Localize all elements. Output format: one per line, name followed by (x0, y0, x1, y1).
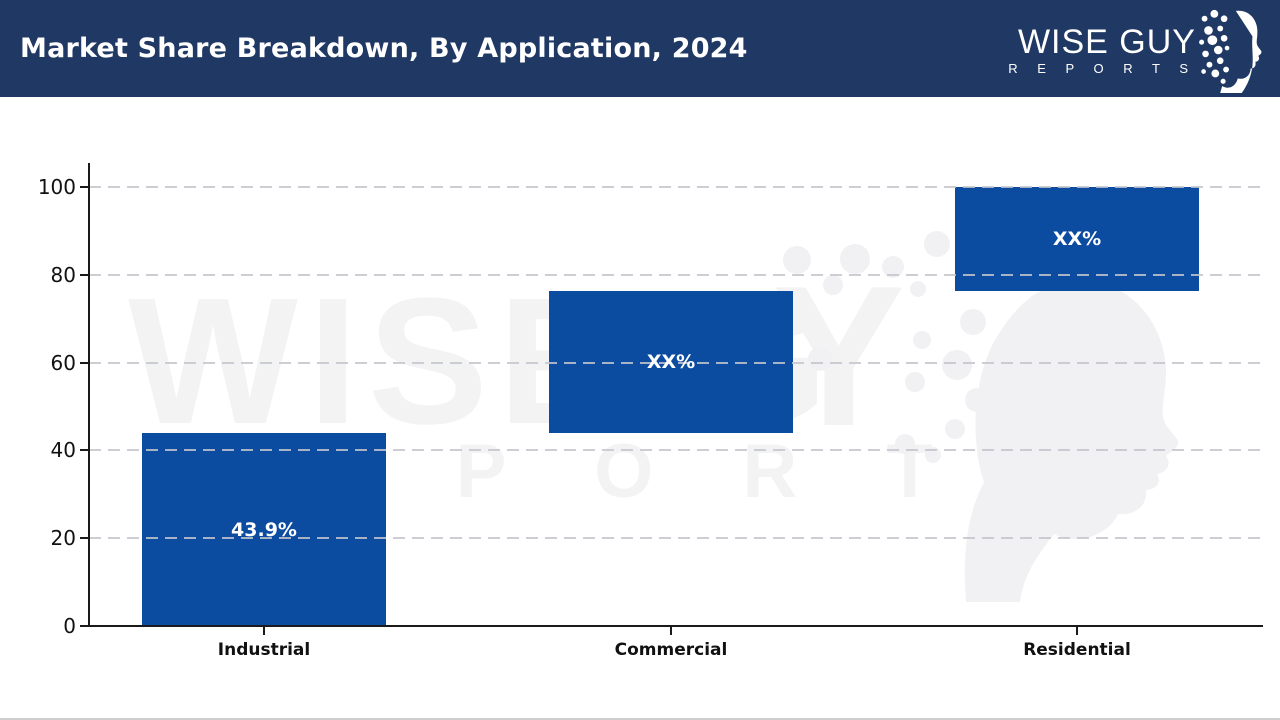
x-tick-label-industrial: Industrial (217, 640, 311, 660)
y-tick-20 (80, 537, 88, 539)
bar-residential (955, 187, 1199, 291)
report-header: Market Share Breakdown, By Application, … (0, 0, 1280, 97)
x-tick-commercial (670, 627, 672, 635)
y-tick-label-40: 40 (50, 438, 76, 462)
y-tick-label-20: 20 (50, 526, 76, 550)
y-tick-label-80: 80 (50, 263, 76, 287)
x-tick-residential (1076, 627, 1078, 635)
dotted-face-profile-icon (1199, 9, 1262, 93)
brand-name: WISE GUY (1017, 22, 1196, 61)
x-tick-label-commercial: Commercial (614, 640, 728, 660)
bar-value-label-residential: XX% (1052, 228, 1102, 250)
x-axis-line (88, 625, 1263, 627)
brand-subtitle: R E P O R T S (1008, 60, 1196, 76)
y-tick-60 (80, 362, 88, 364)
bar-value-label-industrial: 43.9% (231, 518, 297, 541)
x-tick-label-residential: Residential (1023, 640, 1131, 660)
y-axis-line (88, 163, 90, 627)
chart-title: Market Share Breakdown, By Application, … (20, 33, 748, 64)
y-tick-label-0: 0 (63, 614, 76, 638)
x-tick-industrial (263, 627, 265, 635)
gridline-20 (89, 537, 1262, 539)
wiseguy-reports-logo: WISE GUY R E P O R T S (1008, 6, 1268, 94)
y-tick-label-60: 60 (50, 351, 76, 375)
gridline-40 (89, 449, 1262, 451)
gridline-80 (89, 274, 1262, 276)
y-tick-80 (80, 274, 88, 276)
y-tick-label-100: 100 (37, 175, 76, 199)
y-tick-40 (80, 449, 88, 451)
bar-industrial (142, 433, 386, 626)
bar-value-label-commercial: XX% (646, 351, 696, 373)
brand-text: WISE GUY R E P O R T S (1008, 24, 1196, 77)
gridline-60 (89, 362, 1262, 364)
y-tick-100 (80, 186, 88, 188)
gridline-100 (89, 186, 1262, 188)
y-tick-0 (80, 625, 88, 627)
